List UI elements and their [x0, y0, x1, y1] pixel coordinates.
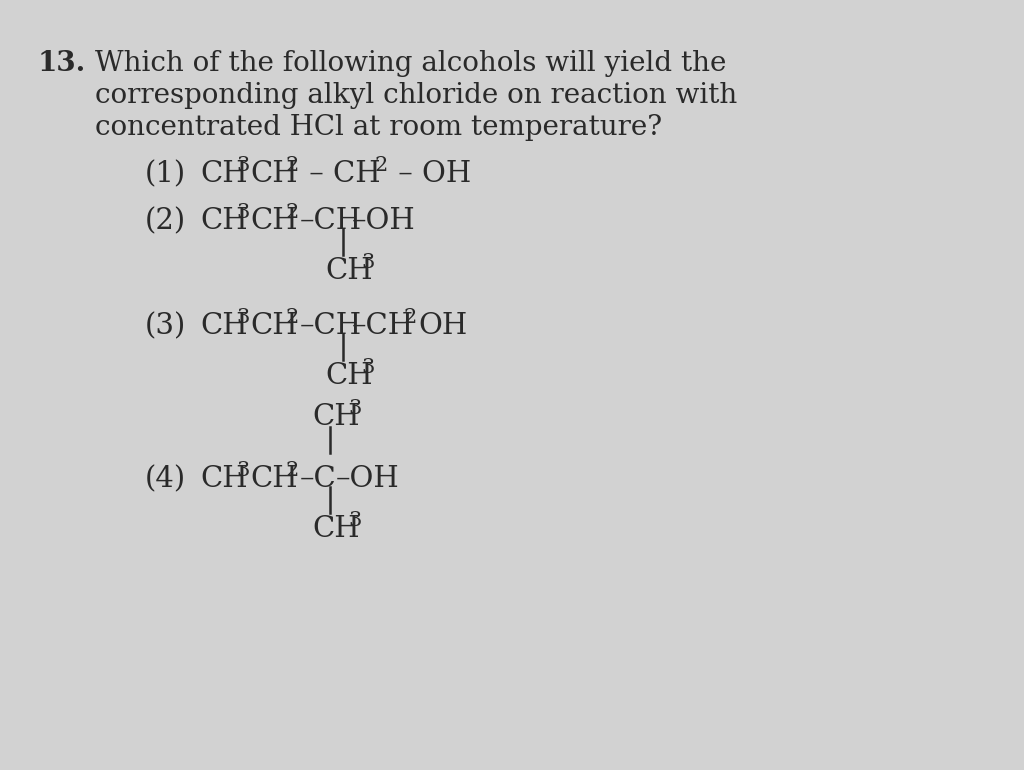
Text: –CH: –CH	[352, 312, 414, 340]
Text: (2): (2)	[145, 207, 186, 235]
Text: CH: CH	[250, 465, 298, 493]
Text: 2: 2	[375, 156, 388, 175]
Text: –OH: –OH	[352, 207, 416, 235]
Text: 2: 2	[286, 461, 299, 480]
Text: CH: CH	[200, 207, 248, 235]
Text: Which of the following alcohols will yield the: Which of the following alcohols will yie…	[95, 50, 726, 77]
Text: corresponding alkyl chloride on reaction with: corresponding alkyl chloride on reaction…	[95, 82, 737, 109]
Text: CH: CH	[200, 465, 248, 493]
Text: –CH: –CH	[300, 312, 362, 340]
Text: 3: 3	[236, 203, 250, 222]
Text: (4): (4)	[145, 465, 186, 493]
Text: 3: 3	[361, 358, 375, 377]
Text: –OH: –OH	[336, 465, 399, 493]
Text: 3: 3	[348, 399, 361, 418]
Text: 2: 2	[286, 203, 299, 222]
Text: (3): (3)	[145, 312, 186, 340]
Text: 3: 3	[236, 156, 250, 175]
Text: concentrated HCl at room temperature?: concentrated HCl at room temperature?	[95, 114, 663, 141]
Text: OH: OH	[418, 312, 467, 340]
Text: 2: 2	[286, 308, 299, 327]
Text: CH: CH	[200, 160, 248, 188]
Text: CH: CH	[325, 362, 373, 390]
Text: CH: CH	[250, 312, 298, 340]
Text: –C: –C	[300, 465, 337, 493]
Text: CH: CH	[312, 515, 359, 543]
Text: –CH: –CH	[300, 207, 362, 235]
Text: 3: 3	[236, 308, 250, 327]
Text: (1): (1)	[145, 160, 186, 188]
Text: 2: 2	[404, 308, 417, 327]
Text: CH: CH	[325, 257, 373, 285]
Text: 2: 2	[286, 156, 299, 175]
Text: CH: CH	[250, 207, 298, 235]
Text: 3: 3	[361, 253, 375, 272]
Text: – OH: – OH	[389, 160, 471, 188]
Text: 3: 3	[236, 461, 250, 480]
Text: 13.: 13.	[38, 50, 86, 77]
Text: – CH: – CH	[300, 160, 381, 188]
Text: CH: CH	[200, 312, 248, 340]
Text: CH: CH	[250, 160, 298, 188]
Text: CH: CH	[312, 403, 359, 431]
Text: 3: 3	[348, 511, 361, 530]
